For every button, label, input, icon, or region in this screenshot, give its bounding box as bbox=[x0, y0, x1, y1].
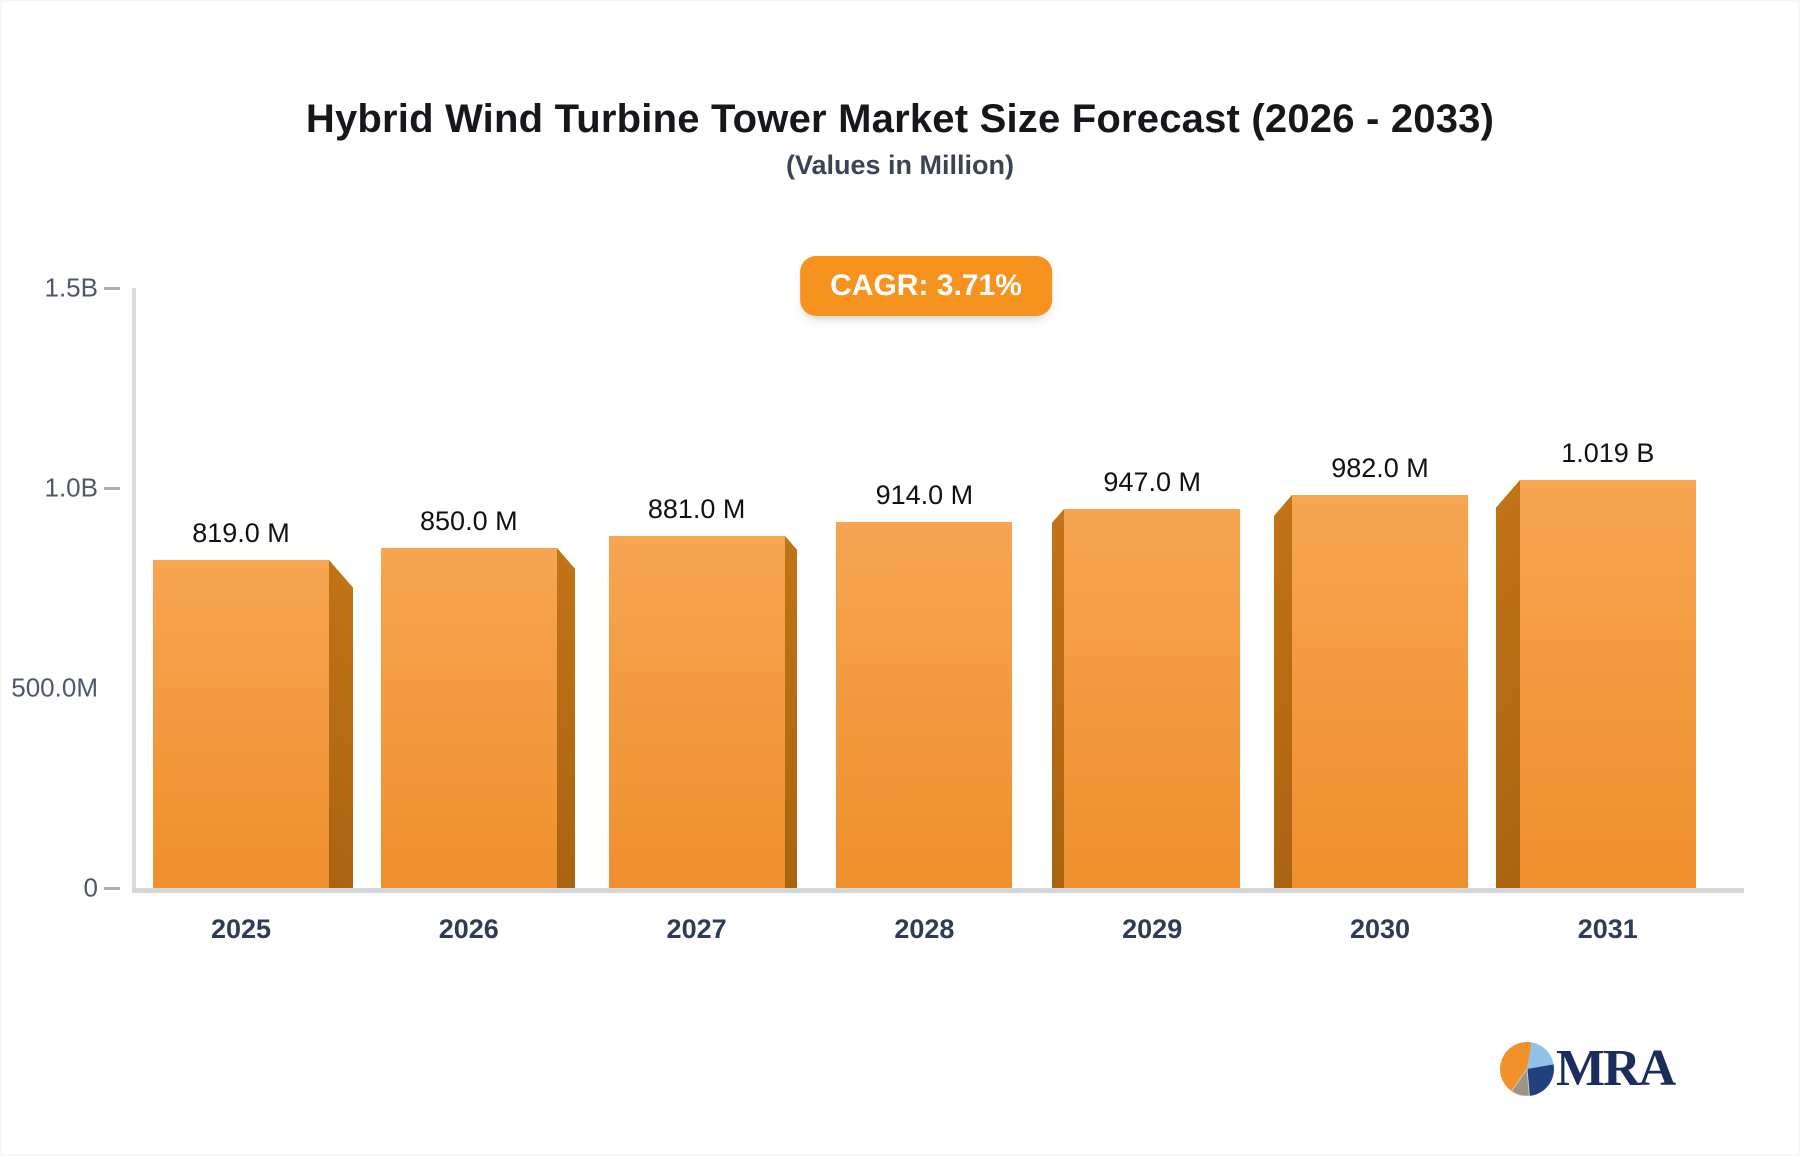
bar-front-face bbox=[380, 548, 557, 888]
bar-front-face bbox=[1064, 509, 1241, 888]
bar-side-face bbox=[1052, 509, 1065, 888]
y-axis-line bbox=[132, 288, 136, 888]
y-tick-label-1.5B: 1.5B bbox=[44, 272, 99, 303]
bar-2030[interactable] bbox=[1274, 495, 1468, 888]
y-tick-dash bbox=[104, 287, 120, 290]
bar-side-face bbox=[329, 560, 353, 888]
y-tick-label-1.0B: 1.0B bbox=[44, 472, 99, 503]
bar-2026[interactable] bbox=[380, 548, 575, 888]
bar-2025[interactable] bbox=[153, 560, 353, 888]
x-axis-line bbox=[132, 888, 1744, 893]
bar-value-label-2028: 914.0 M bbox=[875, 480, 974, 511]
x-tick-label-2031: 2031 bbox=[1577, 914, 1638, 944]
bar-value-label-2031: 1.019 B bbox=[1561, 438, 1655, 469]
chart-title: Hybrid Wind Turbine Tower Market Size Fo… bbox=[305, 97, 1495, 141]
bar-2031[interactable] bbox=[1495, 480, 1696, 888]
x-tick-label-2030: 2030 bbox=[1349, 914, 1411, 944]
bar-front-face bbox=[153, 560, 329, 888]
bar-value-label-2026: 850.0 M bbox=[420, 506, 518, 536]
bar-front-face bbox=[608, 535, 785, 888]
chart-subtitle: (Values in Million) bbox=[785, 150, 1015, 180]
bar-2028[interactable] bbox=[836, 522, 1013, 888]
y-tick-dash bbox=[104, 887, 120, 890]
pie-chart-logo-icon bbox=[1500, 1042, 1554, 1096]
y-tick-label-0: 0 bbox=[83, 872, 98, 903]
bar-2029[interactable] bbox=[1052, 509, 1241, 888]
cagr-badge: CAGR: 3.71% bbox=[800, 256, 1052, 316]
bar-side-face bbox=[1274, 495, 1292, 888]
x-tick-label-2025: 2025 bbox=[210, 914, 272, 944]
x-tick-label-2028: 2028 bbox=[894, 914, 955, 944]
bar-value-label-2027: 881.0 M bbox=[647, 493, 746, 524]
x-tick-label-2029: 2029 bbox=[1122, 914, 1183, 944]
bar-side-face bbox=[1495, 480, 1520, 888]
y-tick-dash bbox=[104, 487, 120, 490]
x-tick-label-2027: 2027 bbox=[666, 914, 727, 944]
bar-side-face bbox=[556, 548, 575, 888]
y-tick-label-500.0M: 500.0M bbox=[11, 672, 98, 703]
bar-front-face bbox=[836, 522, 1013, 888]
plot-area bbox=[2, 2, 1798, 888]
bar-value-label-2030: 982.0 M bbox=[1331, 453, 1429, 484]
mra-logo: MRA bbox=[1500, 1040, 1676, 1097]
bar-2027[interactable] bbox=[608, 535, 797, 888]
logo-text: MRA bbox=[1556, 1040, 1676, 1097]
bar-value-label-2029: 947.0 M bbox=[1103, 467, 1201, 498]
bar-front-face bbox=[1292, 495, 1468, 888]
x-tick-label-2026: 2026 bbox=[438, 914, 499, 944]
bar-side-face bbox=[784, 535, 797, 888]
bar-value-label-2025: 819.0 M bbox=[192, 518, 290, 549]
bar-front-face bbox=[1519, 480, 1696, 888]
